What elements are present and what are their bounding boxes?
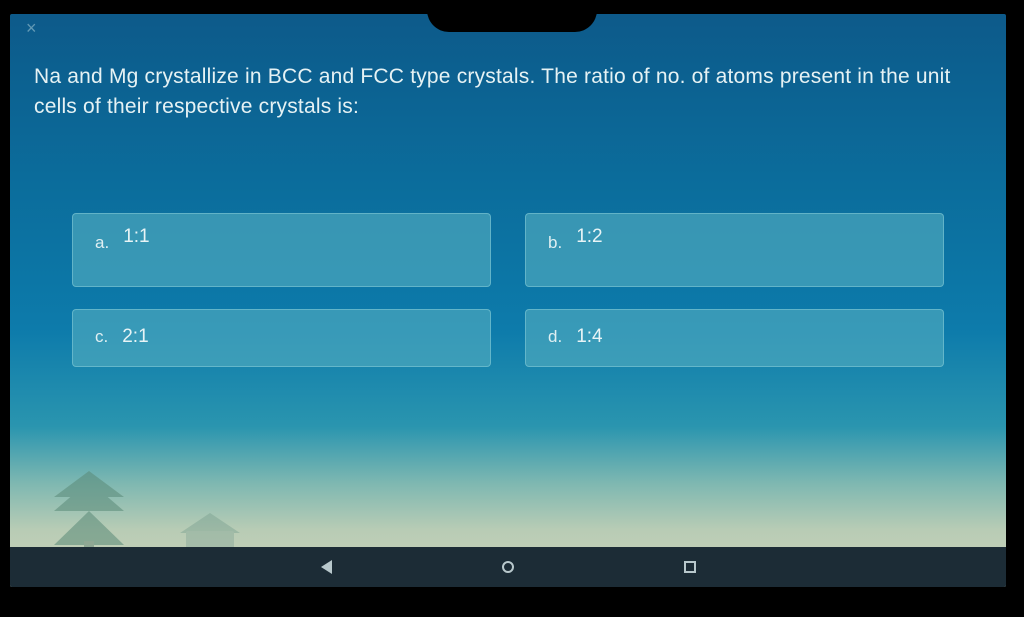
option-value: 1:4 — [576, 326, 602, 348]
option-b[interactable]: b. 1:2 — [525, 213, 944, 287]
nav-back-icon[interactable] — [321, 560, 332, 574]
camera-notch — [427, 0, 597, 32]
question-area: Na and Mg crystallize in BCC and FCC typ… — [34, 62, 982, 367]
option-value: 1:1 — [123, 226, 149, 248]
option-a[interactable]: a. 1:1 — [72, 213, 491, 287]
close-icon[interactable]: × — [26, 18, 37, 39]
option-value: 2:1 — [122, 326, 148, 348]
nav-recent-icon[interactable] — [684, 561, 696, 573]
app-screen: × Na and Mg crystallize in BCC and FCC t… — [10, 14, 1006, 587]
options-grid: a. 1:1 b. 1:2 c. 2:1 d. 1:4 — [34, 213, 982, 367]
android-navbar — [10, 547, 1006, 587]
question-text: Na and Mg crystallize in BCC and FCC typ… — [34, 62, 982, 123]
device-frame: × Na and Mg crystallize in BCC and FCC t… — [0, 0, 1024, 617]
option-letter: d. — [548, 327, 562, 347]
option-c[interactable]: c. 2:1 — [72, 309, 491, 367]
option-letter: b. — [548, 233, 562, 253]
option-letter: a. — [95, 233, 109, 253]
option-d[interactable]: d. 1:4 — [525, 309, 944, 367]
option-value: 1:2 — [576, 226, 602, 248]
option-letter: c. — [95, 327, 108, 347]
nav-home-icon[interactable] — [502, 561, 514, 573]
